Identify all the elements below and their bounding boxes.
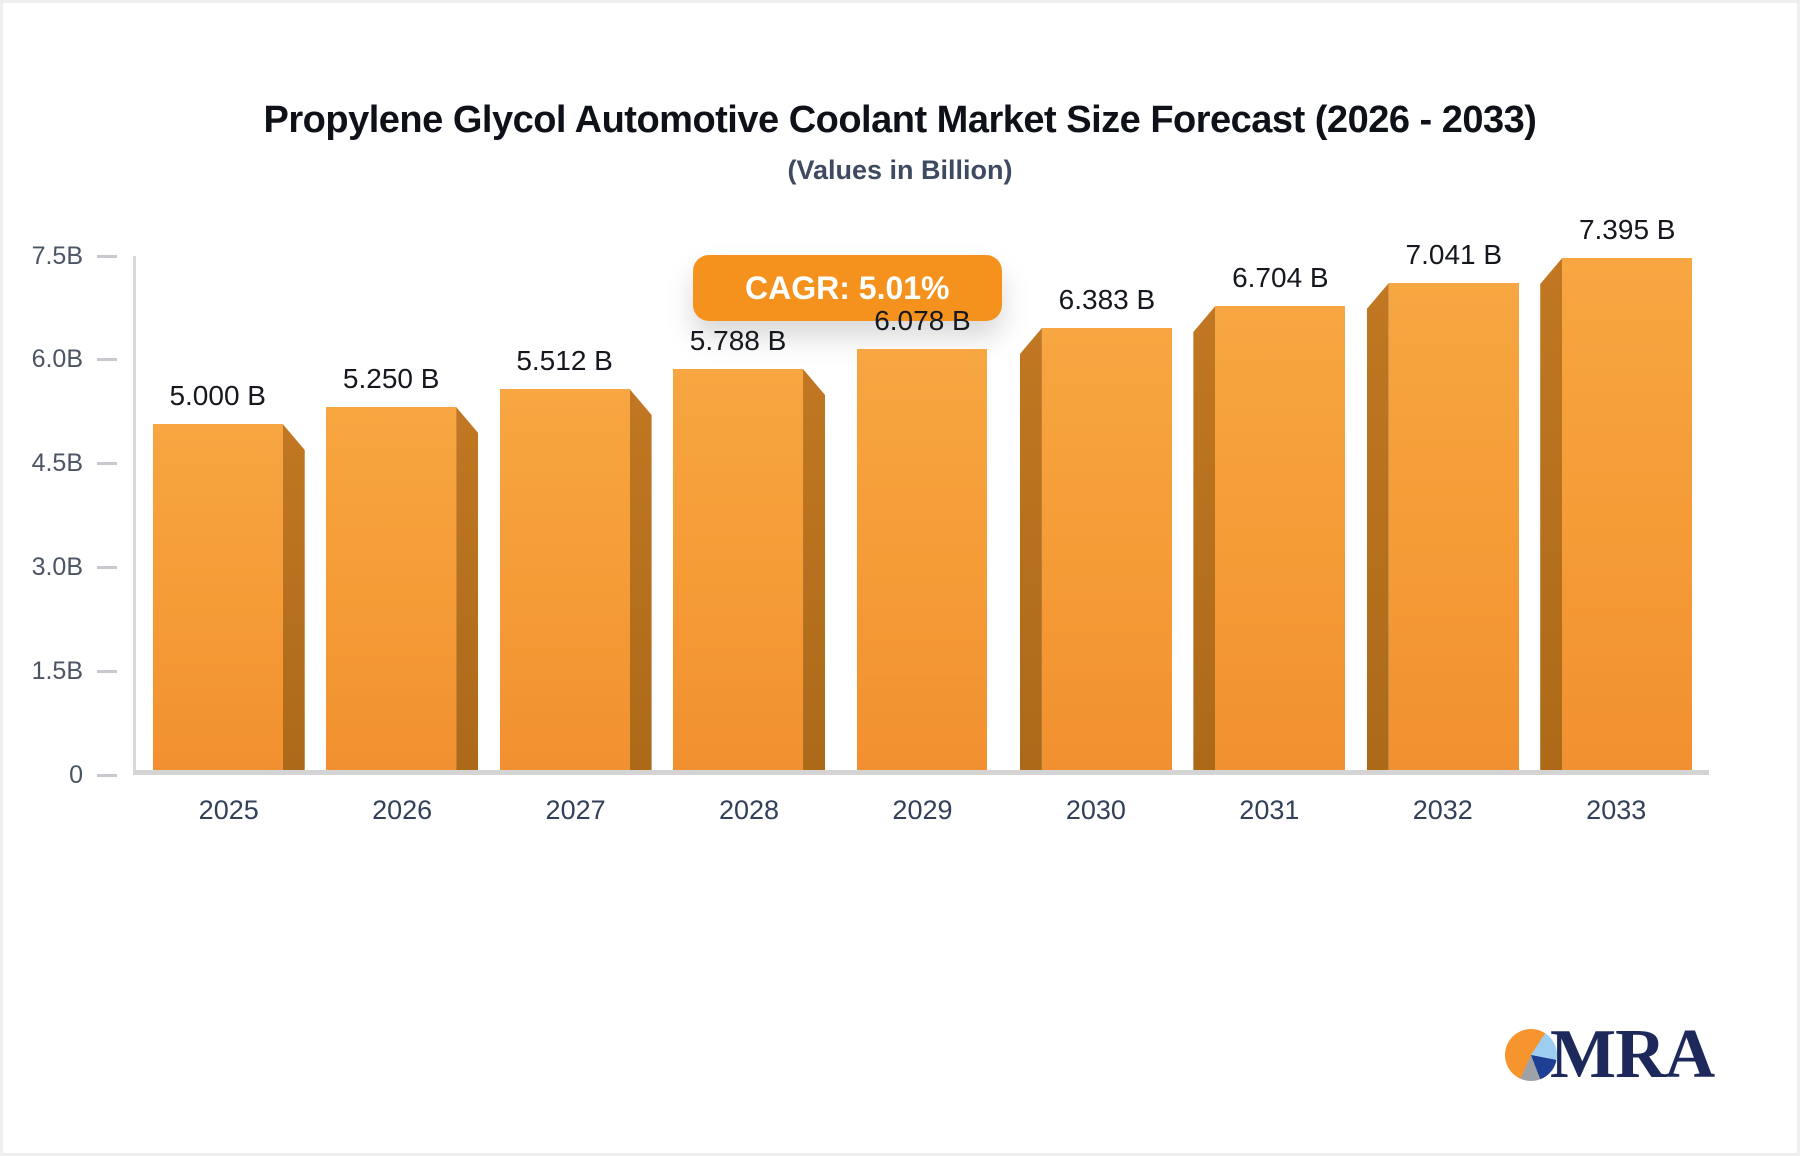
y-tick: 4.5B — [3, 449, 133, 478]
bar-side-shadow — [282, 424, 305, 770]
y-tick: 1.5B — [3, 657, 133, 685]
y-tick-label: 1.5B — [31, 656, 83, 685]
y-tick-mark — [97, 773, 117, 777]
bar-slot: 7.395 B 2033 — [1530, 214, 1703, 825]
cagr-badge: CAGR: 5.01% — [693, 255, 1002, 321]
x-axis-label: 2028 — [718, 795, 780, 825]
y-tick-mark — [97, 358, 117, 362]
bar-value-label: 7.041 B — [1405, 239, 1503, 270]
bar-value-label: 6.078 B — [874, 305, 971, 336]
y-tick: 7.5B — [3, 242, 133, 270]
bar-face: 7.041 B — [1388, 239, 1519, 770]
x-axis-label: 2033 — [1586, 795, 1647, 825]
plot-area: 5.000 B 2025 5.250 B 2026 5.512 B 2027 5.788 B… — [133, 214, 1709, 825]
x-axis-label: 2030 — [1065, 795, 1126, 825]
bar-face: 6.078 B — [857, 305, 988, 770]
bar-2033: 7.395 B — [1540, 214, 1693, 770]
bar-face: 7.395 B — [1562, 214, 1693, 770]
y-axis: 7.5B 6.0B 4.5B 3.0B 1.5B 0 — [3, 242, 133, 789]
bar-2030: 6.383 B — [1019, 284, 1172, 770]
bars-container: 5.000 B 2025 5.250 B 2026 5.512 B 2027 5.788 B… — [142, 214, 1703, 825]
x-axis-label: 2025 — [198, 795, 259, 825]
bar-face: 5.250 B — [326, 363, 457, 770]
pie-chart-logo-icon — [1505, 1029, 1557, 1081]
bar-slot: 6.383 B 2030 — [1009, 256, 1182, 825]
bar-face: 5.000 B — [152, 380, 283, 770]
bar-side-shadow — [1193, 306, 1216, 770]
y-tick: 6.0B — [3, 345, 133, 374]
bar-2032: 7.041 B — [1366, 239, 1519, 770]
bar-2029: 6.078 B — [857, 305, 988, 770]
bar-value-label: 5.250 B — [342, 363, 440, 394]
y-tick-mark — [97, 565, 117, 569]
bar-value-label: 5.000 B — [169, 380, 266, 411]
bar-2028: 5.788 B — [673, 325, 826, 770]
bar-value-label: 6.383 B — [1058, 284, 1156, 315]
company-logo: MRA — [1505, 1016, 1715, 1093]
x-axis-label: 2029 — [892, 795, 953, 825]
bar-face: 5.512 B — [499, 345, 630, 770]
bar-side-shadow — [456, 407, 479, 770]
bar-side-shadow — [629, 389, 652, 770]
y-tick-mark — [97, 462, 117, 466]
y-tick-label: 7.5B — [31, 241, 83, 270]
x-axis-label: 2027 — [545, 795, 606, 825]
bar-side-shadow — [1019, 328, 1042, 770]
x-axis-label: 2032 — [1412, 795, 1473, 825]
bar-value-label: 6.704 B — [1232, 262, 1329, 293]
bar-2025: 5.000 B — [152, 380, 305, 770]
bar-value-label: 5.788 B — [689, 325, 787, 356]
bar-side-shadow — [803, 369, 826, 770]
bar-slot: 5.250 B 2026 — [315, 256, 488, 825]
x-axis-label: 2026 — [372, 795, 433, 825]
y-tick: 3.0B — [3, 553, 133, 581]
bar-slot: 6.078 B 2029 — [836, 256, 1009, 825]
y-tick: 0 — [3, 761, 133, 789]
bar-face: 6.704 B — [1215, 262, 1346, 770]
y-tick-label: 3.0B — [31, 552, 83, 581]
bar-2026: 5.250 B — [326, 363, 479, 770]
bar-slot: 5.000 B 2025 — [142, 256, 315, 825]
bar-2027: 5.512 B — [499, 345, 652, 770]
bar-side-shadow — [1540, 258, 1563, 770]
x-axis-label: 2031 — [1239, 795, 1300, 825]
bar-side-shadow — [1366, 283, 1389, 770]
bar-value-label: 5.512 B — [516, 345, 613, 376]
y-tick-mark — [97, 254, 117, 258]
logo-text: MRA — [1550, 1016, 1715, 1093]
bar-value-label: 7.395 B — [1578, 214, 1676, 245]
bar-2031: 6.704 B — [1193, 262, 1346, 770]
bar-face: 5.788 B — [673, 325, 804, 770]
chart-title: Propylene Glycol Automotive Coolant Mark… — [263, 99, 1537, 141]
y-tick-mark — [97, 669, 117, 673]
bar-slot: 5.512 B 2027 — [489, 256, 662, 825]
bar-slot: 7.041 B 2032 — [1356, 239, 1529, 825]
bar-face: 6.383 B — [1041, 284, 1172, 770]
chart-subtitle: (Values in Billion) — [787, 155, 1013, 185]
bar-slot: 6.704 B 2031 — [1183, 256, 1356, 825]
y-tick-label: 4.5B — [31, 449, 83, 478]
bar-slot: 5.788 B 2028 — [662, 256, 835, 825]
y-tick-label: 6.0B — [31, 345, 83, 374]
y-tick-label: 0 — [69, 760, 83, 789]
